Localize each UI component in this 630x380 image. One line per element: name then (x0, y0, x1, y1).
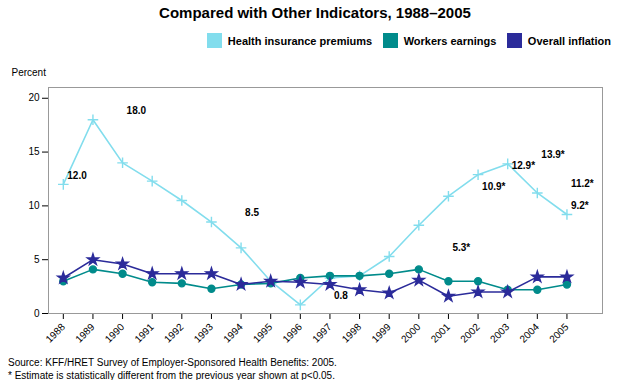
svg-text:20: 20 (28, 92, 40, 103)
svg-text:2003: 2003 (488, 320, 512, 344)
svg-text:2004: 2004 (517, 320, 541, 344)
svg-text:12.0: 12.0 (67, 169, 87, 180)
svg-text:1990: 1990 (103, 320, 127, 344)
svg-text:9.2*: 9.2* (571, 199, 589, 210)
html-text:Workers earnings: Workers earnings (403, 34, 497, 47)
svg-text:5.3*: 5.3* (452, 241, 470, 252)
svg-text:2001: 2001 (429, 320, 453, 344)
svg-text:15: 15 (28, 146, 40, 157)
html-text:Compared with Other Indicators: Compared with Other Indicators, 1988–200… (159, 4, 471, 21)
svg-text:1997: 1997 (310, 320, 334, 344)
svg-text:2000: 2000 (399, 320, 423, 344)
svg-text:1991: 1991 (132, 320, 156, 344)
html-text:* Estimate is statistically di: * Estimate is statistically different fr… (8, 369, 335, 380)
svg-text:1992: 1992 (162, 320, 186, 344)
svg-text:10.9*: 10.9* (482, 181, 505, 192)
svg-text:12.9*: 12.9* (512, 159, 535, 170)
svg-text:Percent: Percent (12, 66, 47, 77)
svg-text:0: 0 (34, 307, 40, 318)
svg-text:1989: 1989 (73, 320, 97, 344)
svg-text:1994: 1994 (221, 320, 245, 344)
svg-text:1996: 1996 (280, 320, 304, 344)
html-text:Overall inflation: Overall inflation (527, 34, 611, 47)
svg-text:5: 5 (34, 253, 40, 264)
svg-text:10: 10 (28, 200, 40, 211)
svg-text:1993: 1993 (192, 320, 216, 344)
svg-text:11.2*: 11.2* (571, 178, 594, 189)
svg-text:2002: 2002 (458, 320, 482, 344)
svg-text:1995: 1995 (251, 320, 275, 344)
svg-text:13.9*: 13.9* (541, 149, 564, 160)
svg-text:1999: 1999 (369, 320, 393, 344)
html-text:Health insurance premiums: Health insurance premiums (227, 34, 373, 47)
svg-text:1988: 1988 (43, 320, 67, 344)
svg-text:18.0: 18.0 (127, 104, 147, 115)
svg-text:0.8: 0.8 (334, 290, 348, 301)
html-text:Source: KFF/HRET Survey of Emp: Source: KFF/HRET Survey of Employer-Spon… (8, 356, 337, 368)
svg-text:1998: 1998 (340, 320, 364, 344)
svg-text:8.5: 8.5 (245, 207, 259, 218)
svg-text:2005: 2005 (547, 320, 571, 344)
